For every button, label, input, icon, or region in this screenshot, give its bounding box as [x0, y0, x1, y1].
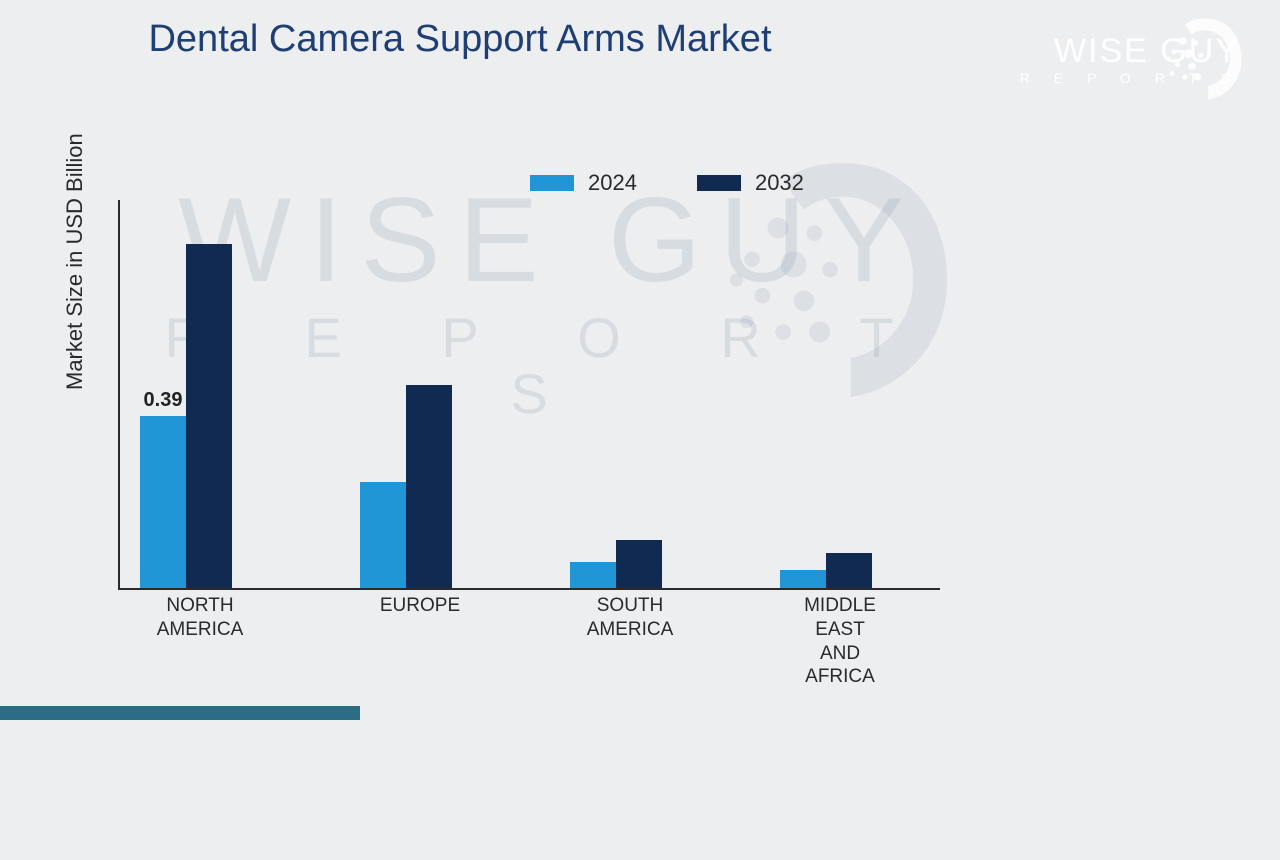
legend-swatch — [530, 175, 574, 191]
bar — [186, 244, 232, 588]
x-axis — [118, 588, 940, 590]
x-category-label: MIDDLEEASTANDAFRICA — [770, 594, 910, 689]
bar-group: SOUTHAMERICA — [570, 540, 690, 589]
plot-area: 0.39NORTHAMERICA EUROPE SOUTHAMERICA MIDDLE… — [120, 200, 940, 588]
bar — [780, 570, 826, 588]
y-axis-label: Market Size in USD Billion — [62, 133, 88, 390]
legend: 2024 2032 — [530, 170, 804, 196]
chart-area: 0.39NORTHAMERICA EUROPE SOUTHAMERICA MIDDLE… — [100, 200, 940, 590]
x-category-label: NORTHAMERICA — [130, 594, 270, 642]
legend-item: 2024 — [530, 170, 637, 196]
bottom-accent-bar — [0, 706, 360, 720]
bar — [570, 562, 616, 588]
legend-label: 2032 — [755, 170, 804, 196]
brand-logo: WISE GUY R E P O R T S — [1000, 20, 1240, 100]
bar-group: EUROPE — [360, 385, 480, 588]
bar — [826, 553, 872, 588]
bar — [616, 540, 662, 589]
x-category-label: SOUTHAMERICA — [560, 594, 700, 642]
bar-group: 0.39NORTHAMERICA — [140, 244, 260, 588]
bar — [360, 482, 406, 588]
bar — [406, 385, 452, 588]
legend-item: 2032 — [697, 170, 804, 196]
chart-title: Dental Camera Support Arms Market — [0, 18, 920, 61]
x-category-label: EUROPE — [350, 594, 490, 618]
bar — [140, 416, 186, 588]
bar-group: MIDDLEEASTANDAFRICA — [780, 553, 900, 588]
head-dots-icon — [1156, 14, 1246, 104]
legend-swatch — [697, 175, 741, 191]
bar-value-label: 0.39 — [144, 389, 183, 412]
legend-label: 2024 — [588, 170, 637, 196]
